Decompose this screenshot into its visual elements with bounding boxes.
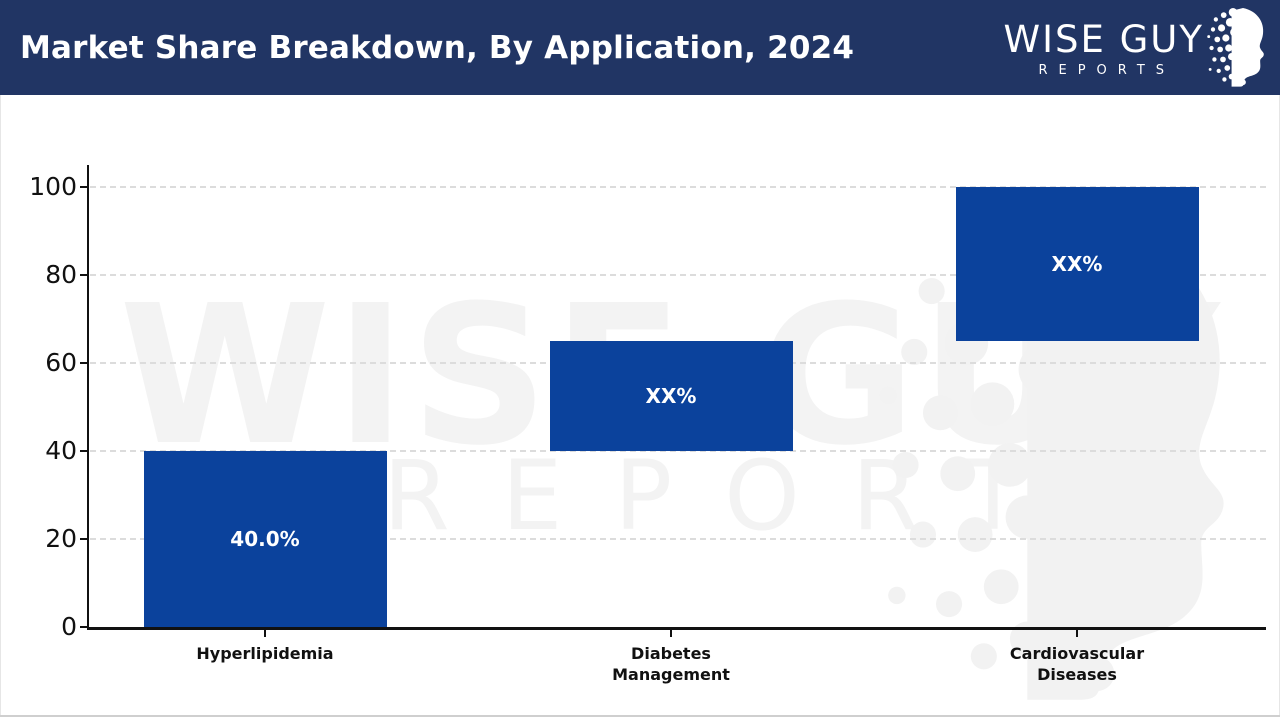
x-tick-mark bbox=[670, 630, 672, 637]
bar: XX% bbox=[955, 187, 1199, 341]
plot-area: 0 20 40 60 80 100 40.0% Hyperlipidemia XX% Diabet… bbox=[1, 95, 1279, 715]
logo-subtitle: REPORTS bbox=[1038, 63, 1176, 78]
y-tick-label: 80 bbox=[45, 260, 77, 289]
y-tick-mark bbox=[80, 450, 88, 452]
x-tick-mark bbox=[1076, 630, 1078, 637]
logo: WISE GUY REPORTS bbox=[1004, 6, 1266, 90]
gridline bbox=[90, 186, 1266, 188]
x-tick-mark bbox=[264, 630, 266, 637]
bar-value-label: XX% bbox=[1051, 252, 1103, 276]
y-tick-label: 0 bbox=[61, 612, 77, 641]
header: Market Share Breakdown, By Application, … bbox=[0, 0, 1280, 95]
y-tick-mark bbox=[80, 362, 88, 364]
y-tick-mark bbox=[80, 538, 88, 540]
y-tick-label: 40 bbox=[45, 436, 77, 465]
y-tick-label: 20 bbox=[45, 524, 77, 553]
x-category-label: Diabetes Management bbox=[612, 644, 730, 684]
x-category-label: Hyperlipidemia bbox=[196, 644, 334, 663]
y-tick-label: 100 bbox=[29, 172, 77, 201]
bar-value-label: 40.0% bbox=[230, 527, 300, 551]
y-tick-mark bbox=[80, 626, 88, 628]
gridline bbox=[90, 450, 1266, 452]
page-title: Market Share Breakdown, By Application, … bbox=[20, 29, 855, 66]
gridline bbox=[90, 538, 1266, 540]
x-category-label: Cardiovascular Diseases bbox=[1009, 644, 1145, 684]
bar: 40.0% bbox=[143, 451, 387, 627]
x-axis-line bbox=[87, 627, 1266, 630]
gridline bbox=[90, 274, 1266, 276]
logo-text: WISE GUY REPORTS bbox=[1004, 18, 1204, 78]
logo-face-icon bbox=[1207, 8, 1264, 87]
bar: XX% bbox=[549, 341, 793, 451]
y-tick-mark bbox=[80, 274, 88, 276]
bottom-border bbox=[0, 715, 1280, 717]
y-tick-label: 60 bbox=[45, 348, 77, 377]
chart-area: WISE GUY REPORTS 0 20 40 60 80 100 40.0% Hyperl… bbox=[0, 95, 1280, 715]
logo-wordmark: WISE GUY bbox=[1003, 18, 1204, 61]
y-tick-mark bbox=[80, 186, 88, 188]
bar-value-label: XX% bbox=[645, 384, 697, 408]
y-axis-line bbox=[87, 165, 89, 630]
